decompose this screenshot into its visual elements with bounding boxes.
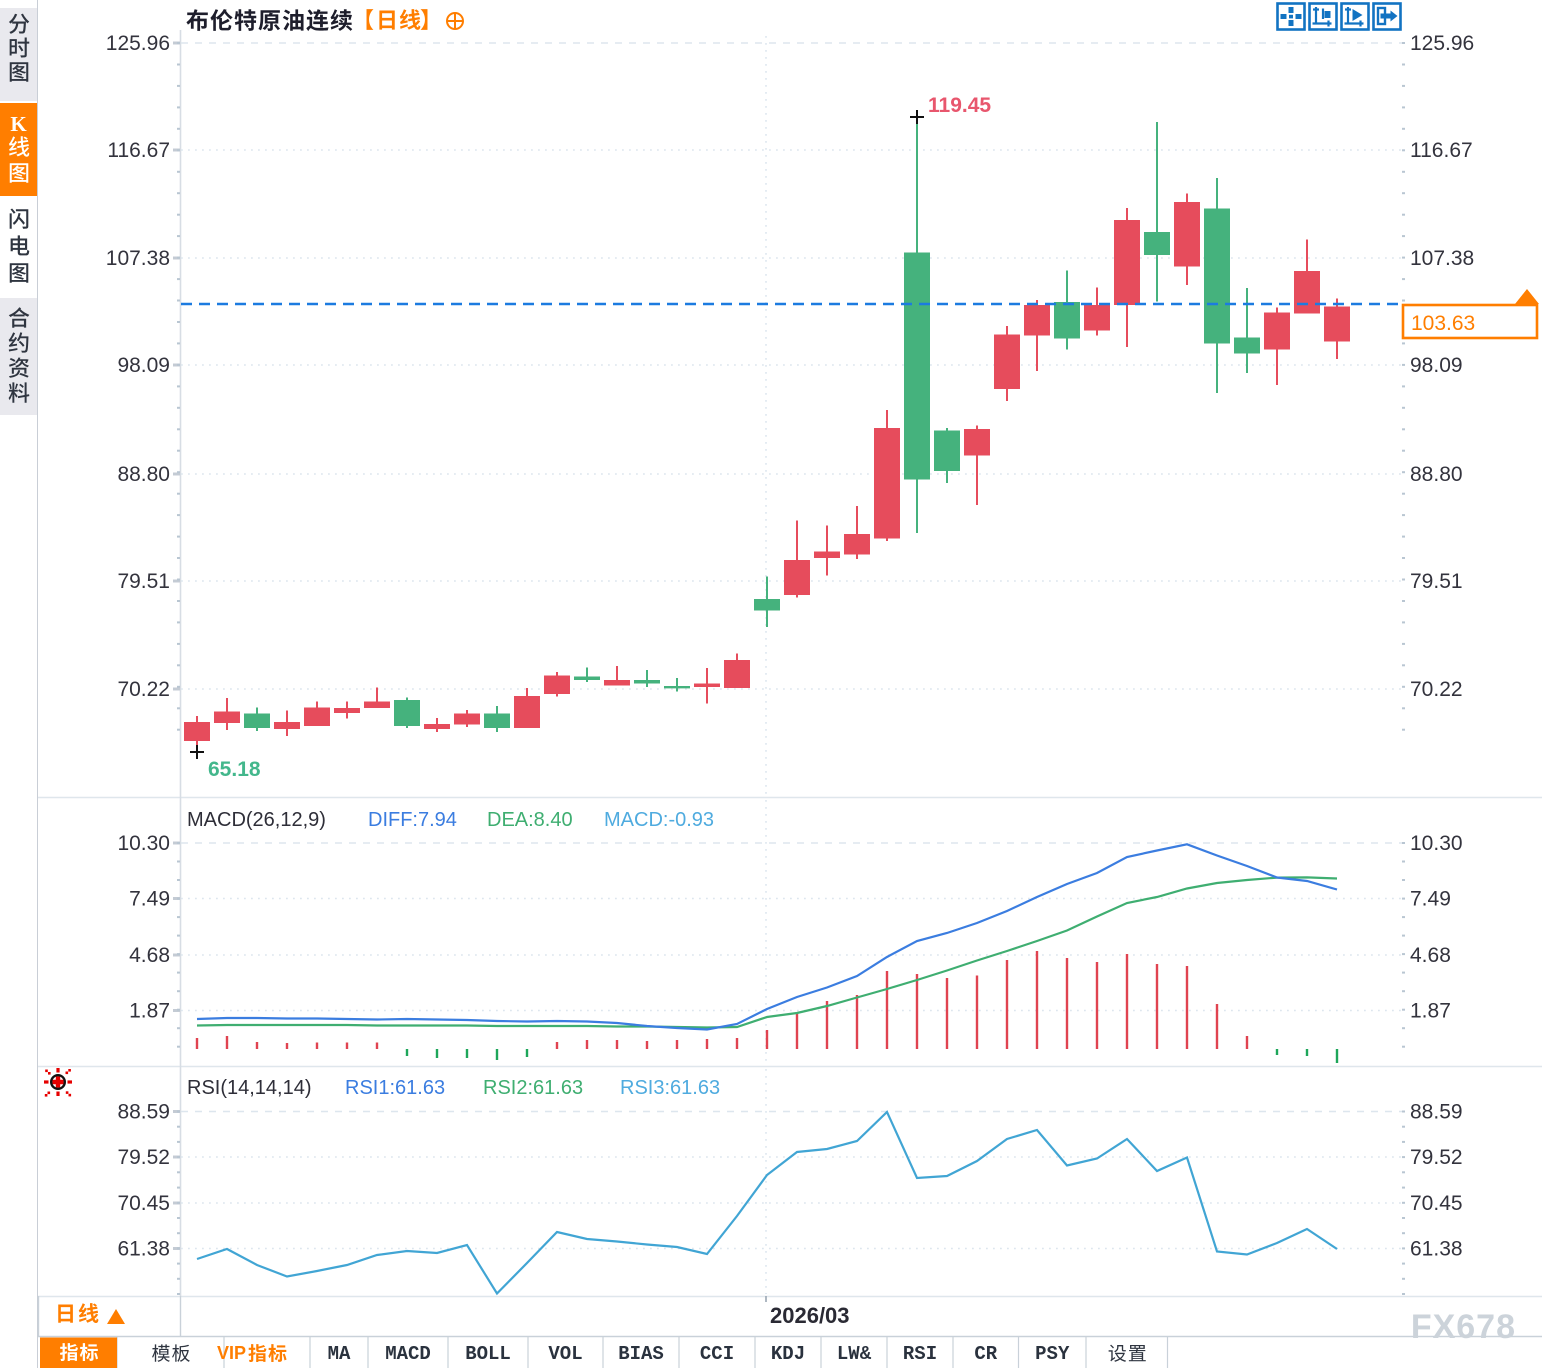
svg-text:125.96: 125.96 bbox=[1410, 32, 1474, 55]
svg-text:61.38: 61.38 bbox=[117, 1238, 170, 1261]
svg-text:RSI3:61.63: RSI3:61.63 bbox=[620, 1077, 720, 1099]
svg-text:88.80: 88.80 bbox=[117, 463, 170, 486]
svg-text:107.38: 107.38 bbox=[106, 247, 170, 270]
svg-text:88.59: 88.59 bbox=[117, 1101, 170, 1124]
svg-text:BIAS: BIAS bbox=[618, 1343, 664, 1365]
svg-text:88.59: 88.59 bbox=[1410, 1101, 1463, 1124]
svg-text:FX678: FX678 bbox=[1411, 1308, 1516, 1346]
svg-text:RSI1:61.63: RSI1:61.63 bbox=[345, 1077, 445, 1099]
svg-text:VOL: VOL bbox=[548, 1343, 582, 1365]
svg-text:98.09: 98.09 bbox=[1410, 354, 1463, 377]
svg-text:79.52: 79.52 bbox=[1410, 1146, 1463, 1169]
svg-text:79.51: 79.51 bbox=[1410, 570, 1463, 593]
svg-text:61.38: 61.38 bbox=[1410, 1238, 1463, 1261]
svg-text:79.52: 79.52 bbox=[117, 1146, 170, 1169]
svg-text:RSI2:61.63: RSI2:61.63 bbox=[483, 1077, 583, 1099]
svg-text:RSI(14,14,14): RSI(14,14,14) bbox=[187, 1077, 312, 1099]
svg-text:70.45: 70.45 bbox=[117, 1192, 170, 1215]
svg-text:107.38: 107.38 bbox=[1410, 247, 1474, 270]
svg-text:119.45: 119.45 bbox=[928, 94, 991, 117]
svg-text:70.22: 70.22 bbox=[117, 678, 170, 701]
svg-text:65.18: 65.18 bbox=[208, 758, 261, 781]
svg-text:7.49: 7.49 bbox=[129, 888, 170, 911]
svg-text:DEA:8.40: DEA:8.40 bbox=[487, 809, 573, 831]
svg-text:PSY: PSY bbox=[1035, 1343, 1070, 1365]
svg-text:4.68: 4.68 bbox=[1410, 944, 1451, 967]
svg-text:10.30: 10.30 bbox=[117, 832, 170, 855]
svg-text:KDJ: KDJ bbox=[771, 1343, 805, 1365]
svg-text:4.68: 4.68 bbox=[129, 944, 170, 967]
svg-text:88.80: 88.80 bbox=[1410, 463, 1463, 486]
svg-text:2026/03: 2026/03 bbox=[770, 1303, 850, 1328]
svg-text:70.22: 70.22 bbox=[1410, 678, 1463, 701]
svg-text:103.63: 103.63 bbox=[1411, 312, 1475, 335]
svg-text:98.09: 98.09 bbox=[117, 354, 170, 377]
svg-text:RSI: RSI bbox=[903, 1343, 937, 1365]
svg-text:DIFF:7.94: DIFF:7.94 bbox=[368, 809, 457, 831]
svg-text:LW&: LW& bbox=[837, 1343, 872, 1365]
svg-text:MACD: MACD bbox=[385, 1343, 431, 1365]
svg-text:MACD(26,12,9): MACD(26,12,9) bbox=[187, 809, 326, 831]
svg-text:BOLL: BOLL bbox=[465, 1343, 511, 1365]
svg-text:1.87: 1.87 bbox=[1410, 1000, 1451, 1023]
svg-text:10.30: 10.30 bbox=[1410, 832, 1463, 855]
svg-text:CCI: CCI bbox=[700, 1343, 734, 1365]
svg-text:7.49: 7.49 bbox=[1410, 888, 1451, 911]
svg-text:70.45: 70.45 bbox=[1410, 1192, 1463, 1215]
svg-text:MACD:-0.93: MACD:-0.93 bbox=[604, 809, 714, 831]
svg-text:VIP: VIP bbox=[217, 1343, 246, 1363]
svg-text:116.67: 116.67 bbox=[1410, 139, 1473, 162]
svg-text:125.96: 125.96 bbox=[106, 32, 170, 55]
svg-text:116.67: 116.67 bbox=[107, 139, 170, 162]
svg-text:MA: MA bbox=[328, 1343, 351, 1365]
svg-text:CR: CR bbox=[974, 1343, 997, 1365]
svg-text:K: K bbox=[10, 112, 27, 136]
svg-text:79.51: 79.51 bbox=[117, 570, 170, 593]
svg-text:1.87: 1.87 bbox=[129, 1000, 170, 1023]
